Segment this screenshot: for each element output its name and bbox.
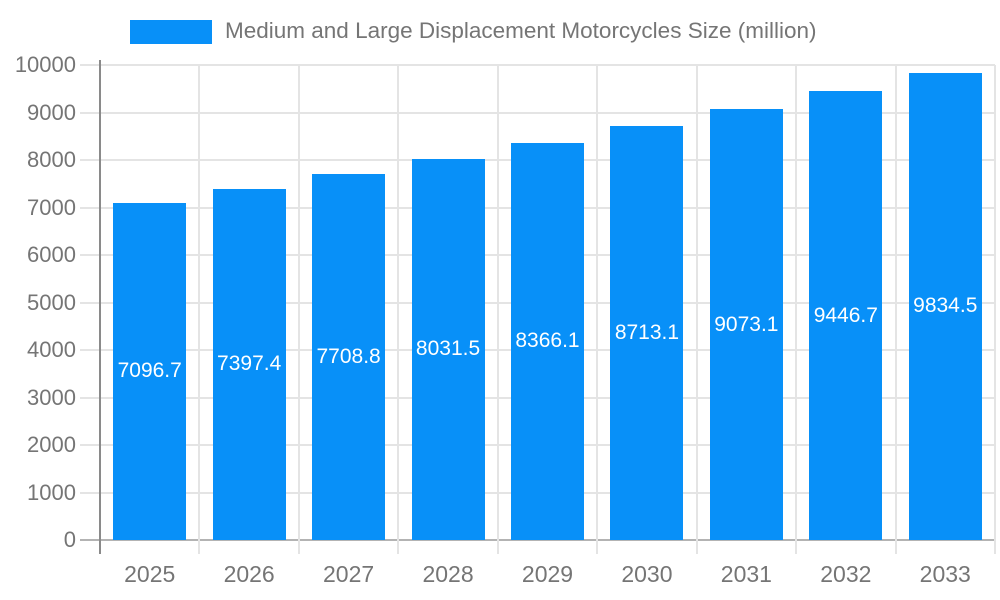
x-axis-tick-label: 2030 <box>621 561 673 587</box>
y-axis-tick-label: 5000 <box>27 289 76 315</box>
bar-value-label: 8031.5 <box>415 337 481 361</box>
y-axis-tick-label: 6000 <box>27 242 76 267</box>
gridline-horizontal <box>80 64 995 66</box>
bar-value-label: 9446.7 <box>813 303 878 327</box>
bar-value-label: 9834.5 <box>913 294 978 318</box>
bar-value-label: 8713.1 <box>614 321 680 345</box>
x-axis-tick-label: 2026 <box>223 561 275 587</box>
y-axis-tick-label: 1000 <box>27 479 76 505</box>
y-axis-tick-label: 9000 <box>27 99 76 125</box>
bar[interactable] <box>610 126 684 540</box>
bar[interactable] <box>312 173 386 540</box>
x-axis-tick-label: 2027 <box>323 561 375 587</box>
x-axis-tick-label: 2028 <box>422 561 474 587</box>
gridline-vertical <box>695 65 698 554</box>
gridline-vertical <box>397 65 400 554</box>
gridline-horizontal <box>80 111 995 114</box>
bar-value-label: 7096.7 <box>117 359 182 383</box>
gridline-vertical <box>297 65 300 554</box>
legend-label: Medium and Large Displacement Motorcycle… <box>225 18 817 43</box>
y-axis-tick-label: 4000 <box>27 337 76 362</box>
y-axis-tick-label: 0 <box>63 527 76 552</box>
x-axis-tick-label: 2031 <box>720 561 772 587</box>
bar[interactable] <box>809 91 883 540</box>
gridline-vertical <box>994 65 996 554</box>
bar[interactable] <box>212 188 286 540</box>
bar[interactable] <box>709 109 783 540</box>
bar-value-label: 7397.4 <box>217 352 282 376</box>
bar-value-label: 8366.1 <box>515 329 580 353</box>
y-axis-tick-label: 3000 <box>27 384 76 410</box>
bar-value-label: 7708.8 <box>316 344 381 368</box>
y-axis-tick-label: 8000 <box>27 147 76 172</box>
gridline-vertical <box>198 65 201 554</box>
bar[interactable] <box>411 158 485 540</box>
y-axis-line <box>99 60 101 554</box>
gridline-vertical <box>596 65 599 554</box>
x-axis-tick-label: 2029 <box>521 561 574 587</box>
y-axis-tick-label: 7000 <box>27 194 76 220</box>
legend[interactable]: Medium and Large Displacement Motorcycle… <box>0 0 1000 56</box>
bar[interactable] <box>511 142 584 540</box>
y-axis-tick-label: 2000 <box>27 432 76 457</box>
gridline-vertical <box>894 65 897 554</box>
x-axis-tick-label: 2025 <box>124 561 176 587</box>
bar[interactable] <box>113 202 187 540</box>
legend-swatch <box>130 20 212 44</box>
y-axis-tick-label: 10000 <box>14 52 76 77</box>
gridline-vertical <box>496 65 499 554</box>
bar-value-label: 9073.1 <box>714 312 779 336</box>
x-axis-tick-label: 2033 <box>919 561 971 587</box>
gridline-vertical <box>795 65 798 554</box>
x-axis-tick-label: 2032 <box>820 561 872 587</box>
bar[interactable] <box>908 72 982 540</box>
x-axis-baseline <box>80 539 995 541</box>
